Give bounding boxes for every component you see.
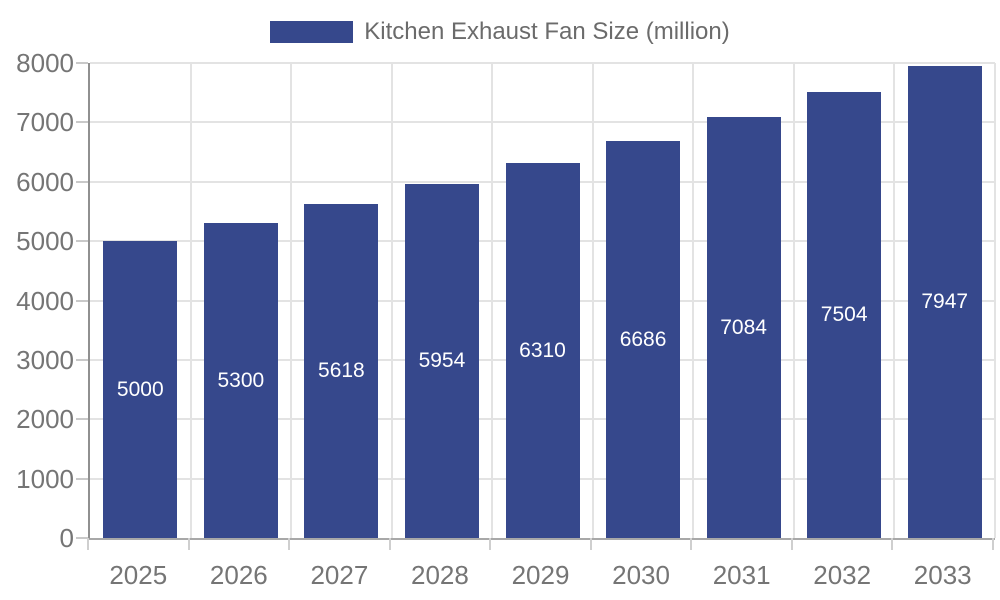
x-tick-label: 2033 [913, 560, 972, 590]
y-axis-tick [76, 537, 88, 539]
plot-area: 5000 5300 5618 5954 6310 6686 7084 7504 7947 [88, 62, 996, 540]
bar: 5618 [304, 204, 379, 538]
y-axis-tick [76, 121, 88, 124]
bar-value-label: 5954 [418, 349, 466, 373]
legend-label: Kitchen Exhaust Fan Size (million) [364, 18, 730, 45]
y-tick-label: 8000 [16, 48, 74, 78]
y-tick-label: 3000 [16, 344, 74, 375]
x-tick-label: 2026 [209, 560, 268, 590]
x-tick-label: 2032 [813, 560, 872, 590]
bar: 5000 [103, 241, 178, 538]
bar: 5954 [404, 184, 479, 538]
y-axis-tick [76, 358, 88, 361]
x-axis-tick [589, 538, 592, 550]
bar: 7504 [807, 92, 882, 538]
y-axis-tick [76, 180, 88, 183]
y-tick-label: 5000 [16, 226, 74, 257]
bar-value-label: 7947 [921, 290, 969, 314]
gridline-horizontal [90, 62, 995, 64]
chart-legend: Kitchen Exhaust Fan Size (million) [0, 19, 1000, 45]
gridline-vertical [792, 63, 795, 538]
x-axis-tick [288, 538, 291, 550]
y-tick-label: 6000 [16, 166, 74, 197]
x-tick-label: 2028 [411, 560, 469, 590]
bar-value-label: 5618 [318, 359, 365, 383]
bar-value-label: 6310 [519, 338, 566, 362]
y-axis-tick [76, 240, 88, 243]
bar: 5300 [203, 223, 278, 538]
gridline-vertical [893, 63, 896, 538]
y-tick-label: 0 [59, 523, 74, 553]
gridline-vertical [994, 63, 996, 538]
gridline-vertical [591, 63, 594, 538]
bar: 7947 [907, 66, 982, 538]
y-tick-label: 4000 [16, 285, 74, 316]
gridline-vertical [390, 63, 393, 538]
gridline-vertical [290, 63, 293, 538]
x-axis-tick [891, 538, 894, 550]
x-tick-label: 2029 [511, 560, 570, 590]
x-tick-label: 2030 [612, 560, 670, 590]
x-axis-tick [87, 538, 89, 550]
bar: 7084 [706, 117, 781, 538]
x-tick-label: 2027 [310, 560, 369, 590]
y-axis-tick [76, 477, 88, 480]
x-axis-tick [187, 538, 190, 550]
bar: 6686 [606, 141, 681, 538]
bar-value-label: 5000 [116, 377, 164, 401]
gridline-horizontal [90, 121, 995, 124]
y-axis-tick [76, 62, 88, 64]
gridline-vertical [692, 63, 695, 538]
y-axis-tick [76, 299, 88, 302]
x-axis-tick [992, 538, 994, 550]
x-tick-label: 2031 [712, 560, 771, 590]
x-tick-label: 2025 [109, 560, 168, 590]
bar-value-label: 7504 [820, 303, 868, 327]
y-tick-label: 1000 [16, 463, 74, 494]
bar-value-label: 5300 [217, 368, 265, 392]
bar-value-label: 7084 [720, 315, 767, 339]
x-axis-tick [690, 538, 693, 550]
bar-value-label: 6686 [619, 327, 667, 351]
legend-swatch [270, 21, 354, 43]
y-axis-tick [76, 418, 88, 421]
gridline-vertical [491, 63, 494, 538]
x-axis-tick [489, 538, 492, 550]
y-tick-label: 2000 [16, 404, 74, 435]
y-tick-label: 7000 [16, 107, 74, 138]
bar: 6310 [505, 163, 580, 538]
x-axis-tick [790, 538, 793, 550]
x-axis-tick [388, 538, 391, 550]
gridline-vertical [189, 63, 192, 538]
